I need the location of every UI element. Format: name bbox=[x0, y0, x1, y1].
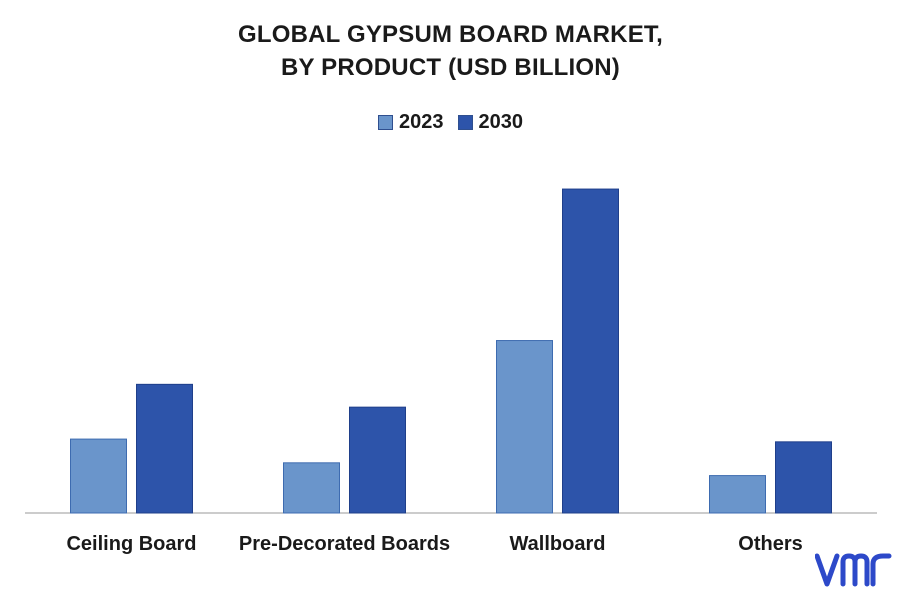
x-tick-label: Wallboard bbox=[510, 533, 606, 555]
vmr-logo-mark bbox=[815, 553, 892, 587]
legend-item-2030: 2030 bbox=[457, 111, 524, 134]
bar-2023-pre-decorated-boards bbox=[283, 462, 340, 514]
x-tick-label: Ceiling Board bbox=[66, 533, 196, 555]
legend-item-2023: 2023 bbox=[378, 111, 444, 134]
x-tick-label: Pre-Decorated Boards bbox=[239, 533, 450, 555]
legend-swatch-2030 bbox=[457, 115, 473, 130]
bar-2030-wallboard bbox=[562, 188, 619, 514]
bar-2023-ceiling-board bbox=[70, 438, 127, 514]
bar-2030-pre-decorated-boards bbox=[349, 406, 406, 514]
chart-title: GLOBAL GYPSUM BOARD MARKET, BY PRODUCT (… bbox=[0, 18, 901, 84]
x-tick-label: Others bbox=[738, 533, 802, 555]
legend-swatch-2023 bbox=[378, 115, 393, 130]
legend-label-2023: 2023 bbox=[399, 111, 444, 133]
chart-title-line-1: GLOBAL GYPSUM BOARD MARKET, bbox=[238, 21, 663, 48]
bar-2023-wallboard bbox=[496, 340, 553, 514]
bar-2030-others bbox=[775, 441, 832, 514]
chart-legend: 2023 2030 bbox=[0, 111, 901, 134]
chart-title-line-2: BY PRODUCT (USD BILLION) bbox=[280, 54, 621, 81]
bar-2030-ceiling-board bbox=[136, 383, 193, 514]
bar-2023-others bbox=[709, 475, 766, 514]
legend-label-2030: 2030 bbox=[478, 111, 524, 133]
vmr-logo bbox=[815, 553, 892, 587]
